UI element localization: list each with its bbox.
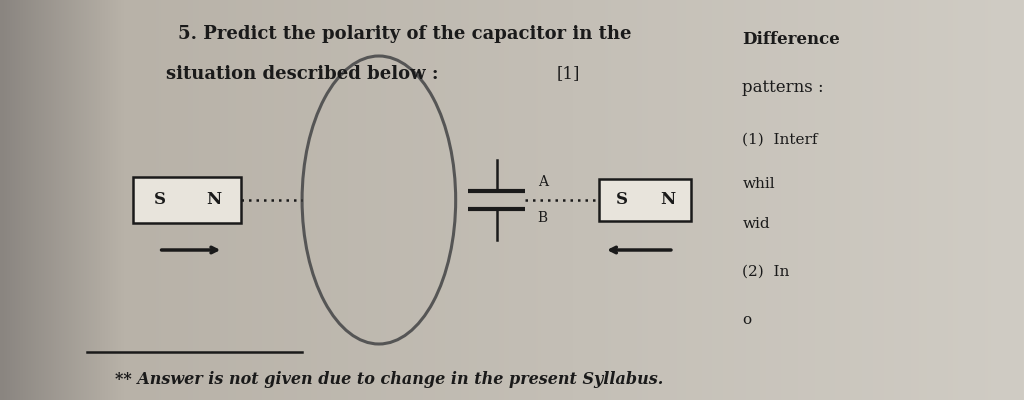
Text: Difference: Difference [742,32,840,48]
Text: B: B [538,211,548,225]
FancyBboxPatch shape [133,177,241,223]
Text: N: N [660,192,676,208]
Text: o: o [742,313,752,327]
Text: whil: whil [742,177,775,191]
Text: 5. Predict the polarity of the capacitor in the: 5. Predict the polarity of the capacitor… [178,25,631,43]
Text: A: A [538,175,548,189]
Text: patterns :: patterns : [742,80,824,96]
Text: situation described below :: situation described below : [166,65,438,83]
Text: N: N [206,192,221,208]
Text: (2)  In: (2) In [742,265,790,279]
Text: S: S [616,192,628,208]
Text: (1)  Interf: (1) Interf [742,133,818,147]
Text: S: S [154,192,166,208]
FancyBboxPatch shape [599,179,691,221]
Text: ** Answer is not given due to change in the present Syllabus.: ** Answer is not given due to change in … [115,372,664,388]
Text: [1]: [1] [557,66,580,82]
Text: wid: wid [742,217,770,231]
